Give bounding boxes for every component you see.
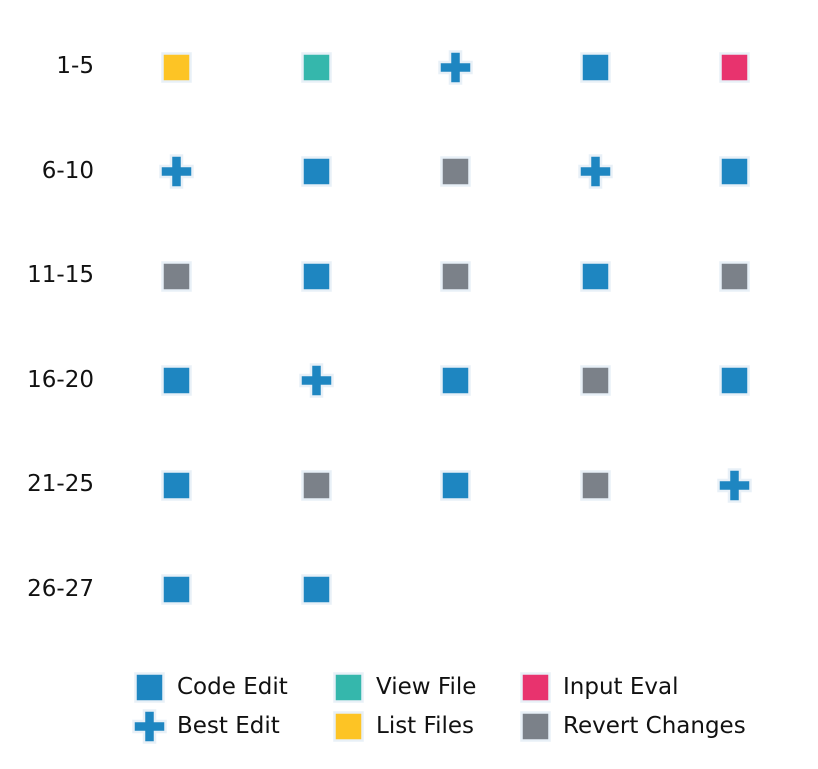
step-row-16-20: 16-20 xyxy=(0,329,805,434)
legend-label: List Files xyxy=(376,712,474,739)
row-label: 1-5 xyxy=(56,53,94,80)
revert-changes-marker-icon xyxy=(301,470,332,501)
row-label: 11-15 xyxy=(27,262,94,289)
legend-label: Input Eval xyxy=(563,673,679,700)
marker-cell xyxy=(526,120,666,225)
marker-cell xyxy=(247,433,387,538)
marker-cell xyxy=(386,15,526,120)
marker-cell xyxy=(247,329,387,434)
code-edit-marker-icon xyxy=(580,52,611,83)
legend-entry-code-edit: Code Edit xyxy=(131,671,330,704)
marker-cell xyxy=(665,433,805,538)
code-edit-marker-icon xyxy=(719,156,750,187)
code-edit-marker-icon xyxy=(440,365,471,396)
revert-changes-marker-icon xyxy=(580,470,611,501)
code-edit-marker-icon xyxy=(134,672,165,703)
marker-cell xyxy=(247,120,387,225)
action-grid: 1-5 6-10 11-15 16-20 21-25 26-27 xyxy=(0,15,805,642)
marker-cell xyxy=(665,224,805,329)
marker-cell xyxy=(107,433,247,538)
revert-changes-marker-icon xyxy=(520,711,551,742)
best-edit-marker-icon xyxy=(438,50,473,85)
marker-cell xyxy=(665,329,805,434)
step-row-21-25: 21-25 xyxy=(0,433,805,538)
marker-cell xyxy=(526,224,666,329)
marker-cell xyxy=(526,433,666,538)
view-file-legend-icon xyxy=(330,669,367,706)
marker-cell xyxy=(107,329,247,434)
marker-cell xyxy=(107,120,247,225)
marker-cell xyxy=(107,15,247,120)
code-edit-marker-icon xyxy=(161,365,192,396)
code-edit-marker-icon xyxy=(161,574,192,605)
marker-cell xyxy=(386,329,526,434)
marker-cell xyxy=(247,538,387,643)
input-eval-legend-icon xyxy=(517,669,554,706)
legend-label: Code Edit xyxy=(177,673,288,700)
code-edit-marker-icon xyxy=(301,156,332,187)
code-edit-marker-icon xyxy=(301,261,332,292)
code-edit-marker-icon xyxy=(301,574,332,605)
legend: Code Edit View File Input Eval Best Edit Lis… xyxy=(131,671,746,745)
list-files-marker-icon xyxy=(333,711,364,742)
legend-entry-best-edit: Best Edit xyxy=(131,708,330,745)
revert-changes-marker-icon xyxy=(580,365,611,396)
marker-cell xyxy=(386,433,526,538)
step-row-11-15: 11-15 xyxy=(0,224,805,329)
marker-cell xyxy=(107,224,247,329)
code-edit-marker-icon xyxy=(580,261,611,292)
marker-cell xyxy=(386,224,526,329)
revert-changes-marker-icon xyxy=(440,156,471,187)
row-label: 21-25 xyxy=(27,471,94,498)
legend-label: Revert Changes xyxy=(563,712,746,739)
row-label: 6-10 xyxy=(41,157,94,184)
row-label: 26-27 xyxy=(27,575,94,602)
best-edit-marker-icon xyxy=(159,154,194,189)
legend-entry-input-eval: Input Eval xyxy=(517,671,746,704)
view-file-marker-icon xyxy=(333,672,364,703)
step-row-1-5: 1-5 xyxy=(0,15,805,120)
marker-cell xyxy=(247,224,387,329)
marker-cell xyxy=(665,120,805,225)
legend-label: Best Edit xyxy=(177,712,280,739)
legend-label: View File xyxy=(376,673,477,700)
legend-entry-list-files: List Files xyxy=(330,710,517,743)
code-edit-marker-icon xyxy=(440,470,471,501)
revert-changes-marker-icon xyxy=(719,261,750,292)
marker-cell xyxy=(665,15,805,120)
view-file-marker-icon xyxy=(301,52,332,83)
revert-changes-legend-icon xyxy=(517,708,554,745)
step-row-26-27: 26-27 xyxy=(0,538,805,643)
input-eval-marker-icon xyxy=(520,672,551,703)
step-row-6-10: 6-10 xyxy=(0,120,805,225)
revert-changes-marker-icon xyxy=(161,261,192,292)
marker-cell xyxy=(107,538,247,643)
marker-cell xyxy=(386,120,526,225)
input-eval-marker-icon xyxy=(719,52,750,83)
best-edit-marker-icon xyxy=(717,468,752,503)
best-edit-marker-icon xyxy=(299,363,334,398)
marker-cell xyxy=(526,15,666,120)
best-edit-legend-icon xyxy=(131,708,168,745)
legend-entry-revert-changes: Revert Changes xyxy=(517,710,746,743)
legend-entry-view-file: View File xyxy=(330,671,517,704)
row-label: 16-20 xyxy=(27,366,94,393)
code-edit-legend-icon xyxy=(131,669,168,706)
best-edit-marker-icon xyxy=(132,709,167,744)
marker-cell xyxy=(247,15,387,120)
code-edit-marker-icon xyxy=(161,470,192,501)
list-files-marker-icon xyxy=(161,52,192,83)
list-files-legend-icon xyxy=(330,708,367,745)
code-edit-marker-icon xyxy=(719,365,750,396)
marker-cell xyxy=(526,329,666,434)
revert-changes-marker-icon xyxy=(440,261,471,292)
best-edit-marker-icon xyxy=(578,154,613,189)
